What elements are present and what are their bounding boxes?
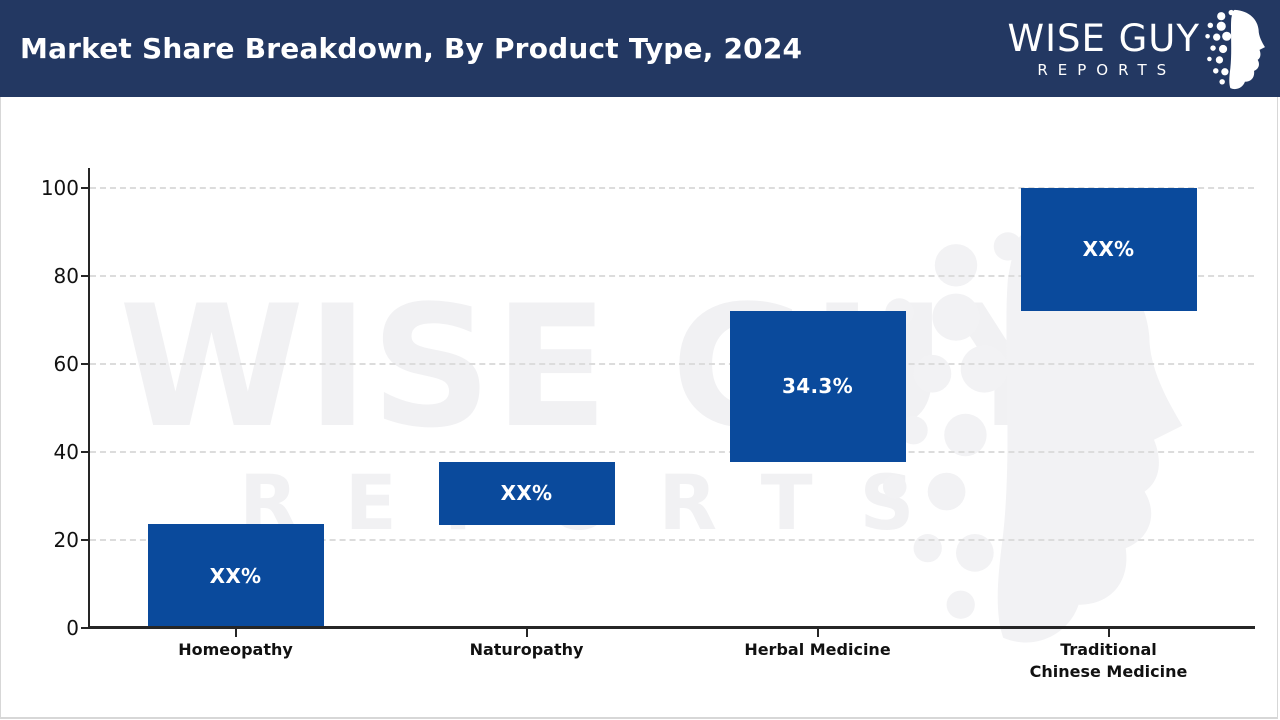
wise-guy-reports-logo: WISE GUY REPORTS: [1008, 8, 1266, 90]
y-tick-mark-20: [81, 538, 89, 541]
page-title: Market Share Breakdown, By Product Type,…: [20, 32, 803, 65]
x-category-label-traditional-chinese-medicine: Traditional Chinese Medicine: [1029, 640, 1188, 682]
y-tick-label-80: 80: [53, 263, 79, 288]
header-bar: Market Share Breakdown, By Product Type,…: [0, 0, 1280, 97]
bar-value-label: XX%: [500, 481, 553, 506]
y-tick-mark-0: [81, 627, 89, 629]
gridline-20: [90, 538, 1254, 541]
y-axis-line: [88, 168, 90, 628]
x-tick-mark: [1107, 629, 1110, 637]
bar-homeopathy: XX%: [147, 524, 324, 628]
x-axis-line: [88, 626, 1255, 629]
chart-canvas: WISE GUY REPORTS XX%XX%34.3%XX% 02040608…: [0, 97, 1278, 719]
y-tick-label-0: 0: [66, 616, 79, 640]
x-category-label-homeopathy: Homeopathy: [178, 640, 293, 659]
bar-value-label: XX%: [1082, 237, 1135, 262]
logo-wordmark: WISE GUY: [1007, 17, 1200, 60]
x-category-label-naturopathy: Naturopathy: [469, 640, 584, 659]
x-category-label-herbal-medicine: Herbal Medicine: [744, 640, 891, 659]
bar-value-label: 34.3%: [782, 374, 853, 399]
bar-value-label: XX%: [209, 564, 262, 589]
y-tick-label-20: 20: [53, 527, 79, 552]
y-tick-mark-100: [81, 186, 89, 189]
logo-face-icon: [1205, 9, 1265, 90]
plot-area: XX% XX% 34.3% XX%: [90, 170, 1254, 628]
x-tick-mark: [525, 629, 528, 637]
bar-herbal-medicine: 34.3%: [729, 310, 906, 462]
y-tick-label-60: 60: [53, 351, 79, 376]
bar-traditional-chinese-medicine: XX%: [1020, 187, 1197, 311]
logo-text: WISE GUY REPORTS: [1008, 20, 1200, 78]
gridline-100: [90, 186, 1254, 189]
bar-naturopathy: XX%: [438, 461, 615, 525]
y-tick-mark-80: [81, 274, 89, 277]
gridline-40: [90, 450, 1254, 453]
logo-subtitle: REPORTS: [1037, 61, 1177, 79]
y-tick-mark-60: [81, 362, 89, 365]
y-tick-mark-40: [81, 450, 89, 453]
y-tick-label-40: 40: [53, 439, 79, 464]
x-tick-mark: [234, 629, 237, 637]
gridline-60: [90, 362, 1254, 365]
x-tick-mark: [816, 629, 819, 637]
gridline-80: [90, 274, 1254, 277]
y-tick-label-100: 100: [40, 175, 79, 200]
